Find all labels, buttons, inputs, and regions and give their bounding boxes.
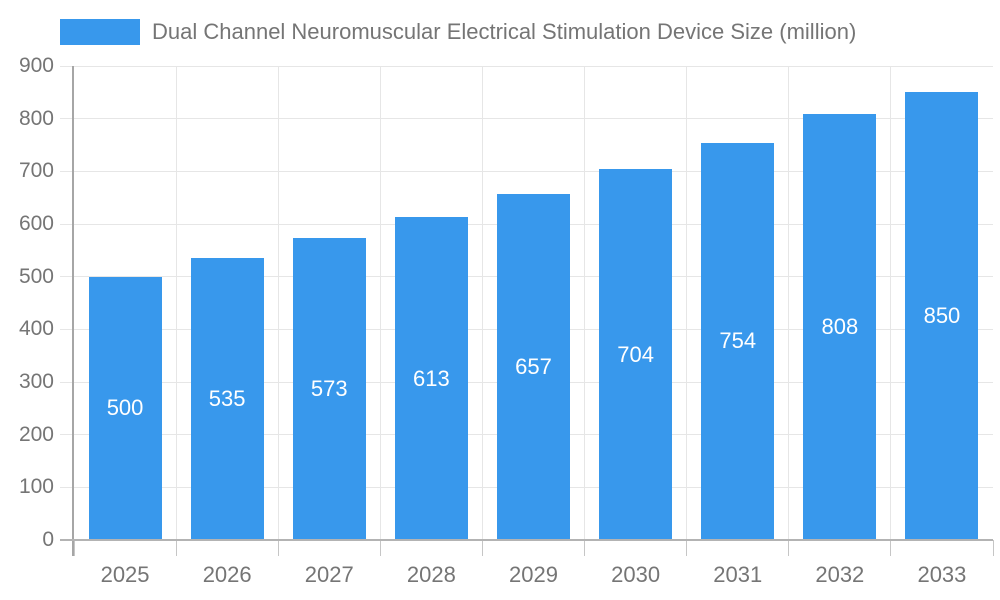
gridline-v [890, 66, 892, 540]
gridline-v [277, 66, 279, 540]
bar: 754 [701, 142, 775, 540]
x-axis-line [60, 539, 993, 541]
x-tick-label: 2033 [917, 562, 967, 587]
x-axis-tick [277, 540, 279, 556]
gridline-v [175, 66, 177, 540]
gridline-v [379, 66, 381, 540]
bar-value-label: 535 [208, 386, 246, 412]
x-axis-tick [992, 540, 994, 556]
x-tick-label: 2028 [406, 562, 456, 587]
y-tick-label: 0 [42, 528, 54, 551]
y-axis-line [72, 66, 74, 556]
x-axis-tick [686, 540, 688, 556]
y-tick-label: 700 [18, 159, 54, 183]
y-tick-label: 600 [18, 212, 54, 235]
bar-value-label: 850 [923, 303, 961, 329]
bar-value-label: 704 [617, 341, 654, 367]
bar: 535 [190, 258, 264, 540]
x-tick-label: 2029 [509, 562, 558, 587]
x-axis-tick [788, 540, 790, 556]
bar: 808 [803, 114, 877, 540]
gridline-v [481, 66, 483, 540]
x-axis-tick [481, 540, 483, 556]
gridline-v [584, 66, 586, 540]
x-tick-label: 2030 [611, 562, 661, 587]
bar-value-label: 573 [310, 376, 348, 402]
x-tick-label: 2032 [815, 562, 865, 587]
bar-value-label: 754 [719, 328, 757, 354]
bar: 500 [88, 276, 162, 540]
gridline-v [686, 66, 688, 540]
legend-label: Dual Channel Neuromuscular Electrical St… [152, 19, 857, 44]
x-axis-tick [175, 540, 177, 556]
bar-value-label: 808 [821, 314, 859, 340]
x-axis-tick [584, 540, 586, 556]
gridline-v [788, 66, 790, 540]
y-tick-label: 200 [18, 422, 54, 446]
y-tick-label: 800 [18, 106, 54, 130]
bar: 657 [497, 193, 570, 540]
x-axis-tick [890, 540, 892, 556]
legend-swatch [60, 19, 140, 45]
bar: 850 [905, 92, 979, 540]
bar-value-label: 657 [515, 353, 552, 379]
bar: 613 [394, 217, 468, 540]
x-tick-label: 2027 [304, 562, 354, 587]
bar: 704 [599, 169, 673, 540]
y-tick-label: 400 [18, 317, 54, 341]
y-tick-label: 300 [18, 370, 54, 393]
y-tick-label: 500 [18, 264, 54, 288]
x-tick-label: 2031 [713, 562, 763, 587]
bar: 573 [292, 238, 366, 540]
gridline-h [60, 65, 993, 67]
y-tick-label: 900 [18, 54, 54, 77]
chart-legend: Dual Channel Neuromuscular Electrical St… [60, 19, 856, 45]
gridline-h [60, 118, 993, 120]
bar-value-label: 613 [413, 365, 450, 391]
y-tick-label: 100 [18, 475, 54, 499]
gridline-h [60, 170, 993, 172]
x-tick-label: 2026 [202, 562, 252, 587]
x-axis-tick [73, 540, 75, 556]
x-axis-tick [379, 540, 381, 556]
x-tick-label: 2025 [100, 562, 150, 587]
bar-value-label: 500 [106, 395, 144, 421]
